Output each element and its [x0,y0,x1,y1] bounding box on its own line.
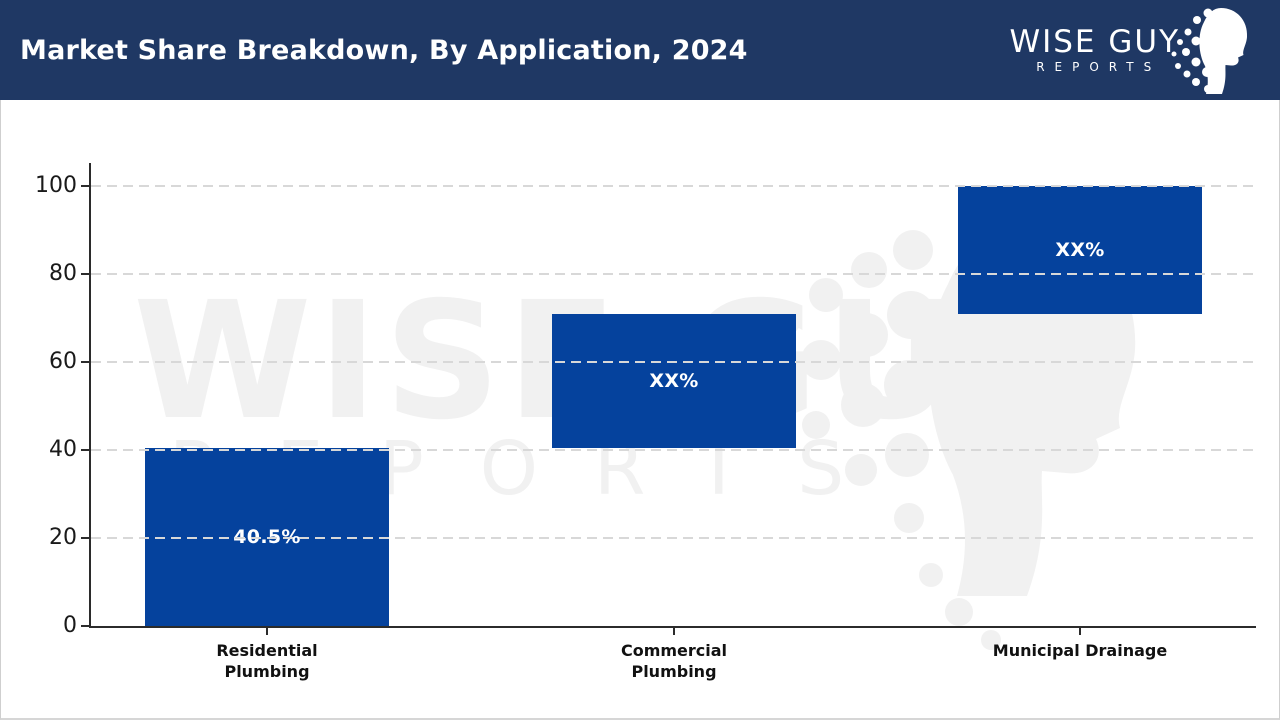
plot-area: 40.5% XX% XX% Residential Plumbing Comme… [35,163,1256,681]
x-label-line: Residential [216,641,318,660]
gridline [91,537,1256,539]
gridline [91,273,1256,275]
x-label-line: Plumbing [631,662,717,681]
x-label-line: Municipal Drainage [992,641,1168,660]
y-tick-mark [81,625,89,627]
x-tick-mark [266,626,268,635]
gridline [91,449,1256,451]
x-axis-label-residential: Residential Plumbing [216,640,317,682]
wise-guy-logo: WISE GUY REPORTS [1009,4,1252,96]
bar-value-label: 40.5% [233,525,301,548]
x-axis-label-municipal: Municipal Drainage [993,640,1167,661]
y-tick-mark [81,449,89,451]
x-tick-mark [1079,626,1081,635]
bar-residential-plumbing: 40.5% [145,447,389,626]
logo-text: WISE GUY REPORTS [1009,26,1180,75]
y-axis-tick-label: 60 [49,349,77,374]
header: Market Share Breakdown, By Application, … [0,0,1280,100]
gridline [91,185,1256,187]
logo-face-icon [1171,8,1248,94]
bar-value-label: XX% [649,369,699,392]
chart-area: WISE GUY REPORTS 40.5% XX% [0,100,1280,720]
y-axis-tick-label: 40 [49,437,77,462]
bar-municipal-drainage: XX% [958,186,1202,314]
gridline [91,361,1256,363]
page-title: Market Share Breakdown, By Application, … [20,34,748,66]
y-axis-tick-label: 20 [49,525,77,550]
x-label-line: Commercial [620,641,728,660]
x-axis-label-commercial: Commercial Plumbing [621,640,727,682]
y-tick-mark [81,185,89,187]
y-axis-tick-label: 80 [49,261,77,286]
bar-value-label: XX% [1055,238,1105,261]
y-tick-mark [81,273,89,275]
x-tick-mark [673,626,675,635]
logo-subtitle: REPORTS [1036,60,1162,75]
logo-wordmark: WISE GUY [1009,23,1180,60]
y-tick-mark [81,537,89,539]
y-axis-tick-label: 0 [63,613,77,638]
y-tick-mark [81,361,89,363]
y-axis-tick-label: 100 [35,173,77,198]
bar-commercial-plumbing: XX% [552,313,796,448]
x-label-line: Plumbing [224,662,310,681]
